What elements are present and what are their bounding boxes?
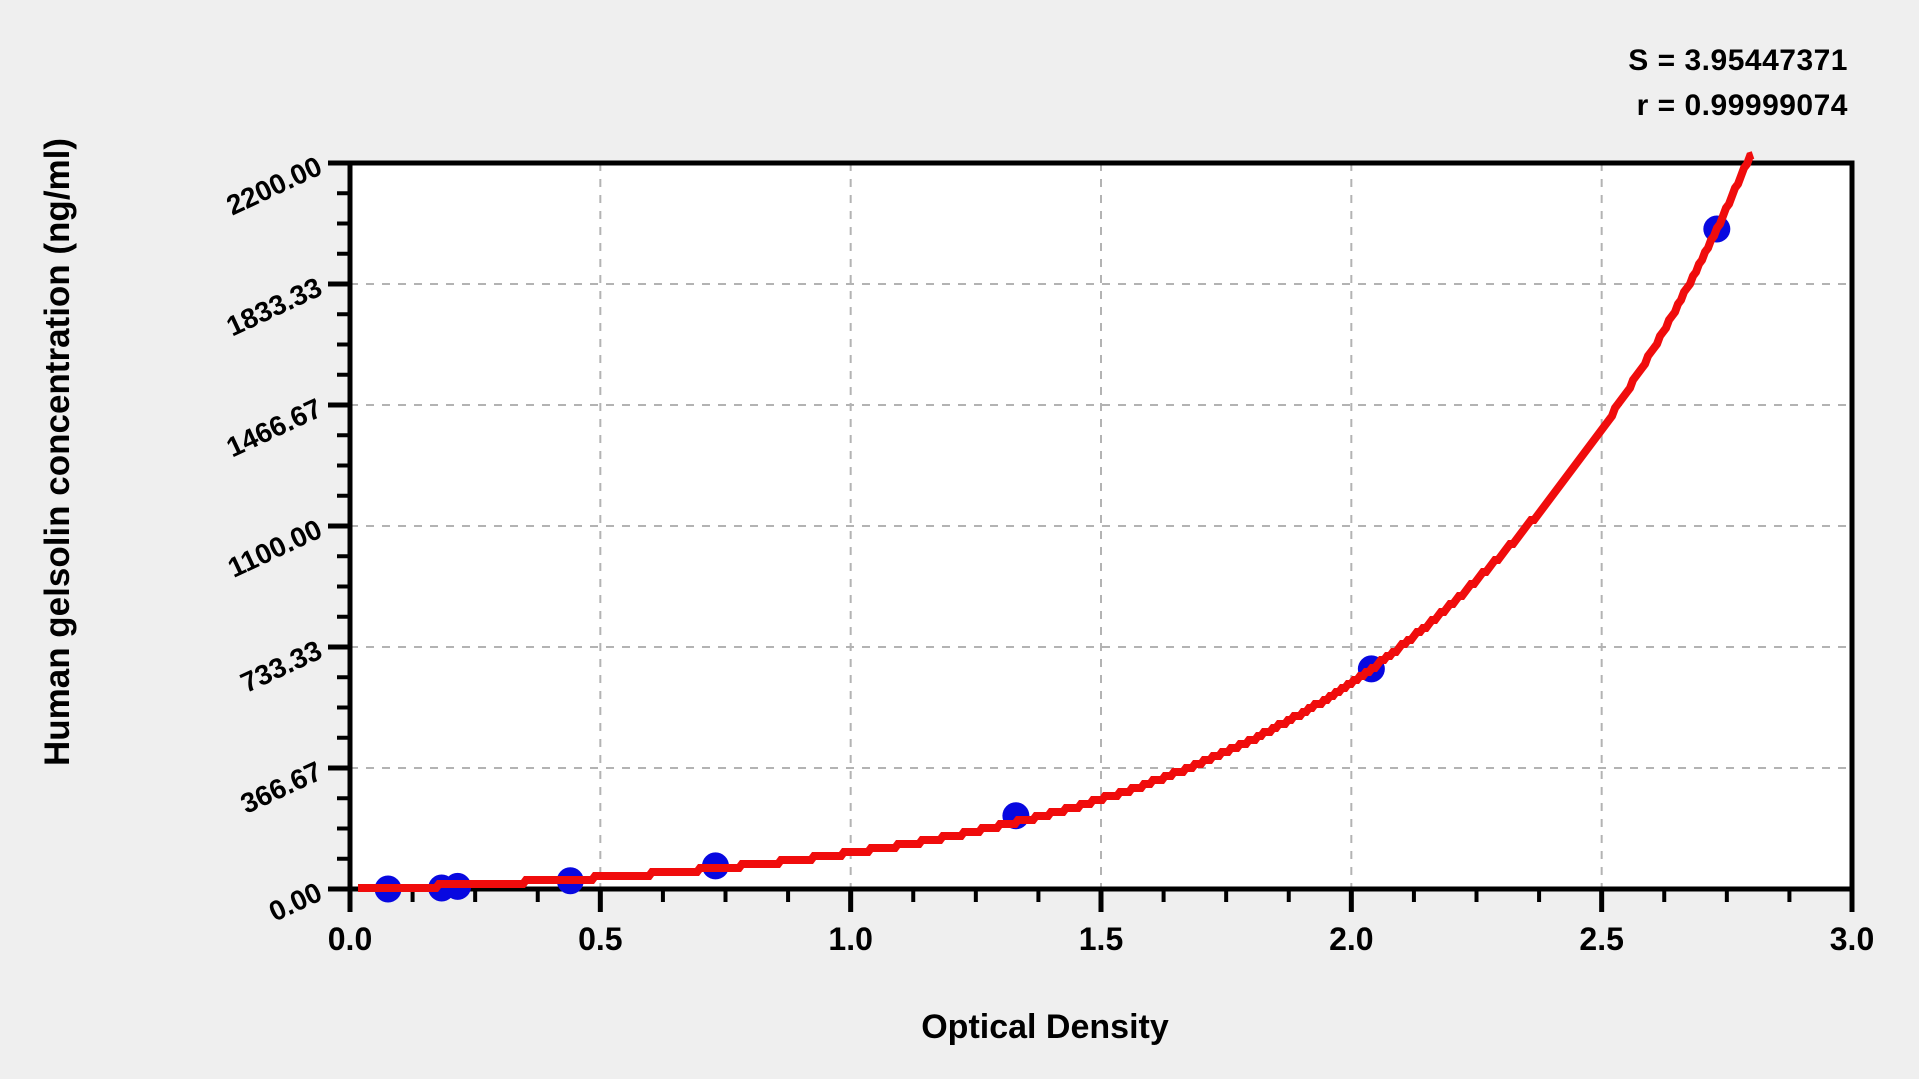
- y-tick-label: 1100.00: [223, 513, 326, 583]
- x-tick-label: 1.5: [1079, 921, 1123, 957]
- fit-statistics: S = 3.95447371 r = 0.99999074: [1628, 38, 1848, 128]
- x-axis-title: Optical Density: [921, 1008, 1169, 1046]
- y-tick-label: 0.00: [264, 876, 326, 927]
- x-tick-label: 1.0: [828, 921, 872, 957]
- x-tick-label: 0.0: [328, 921, 372, 957]
- y-tick-label: 733.33: [236, 634, 327, 698]
- y-tick-label: 1466.67: [222, 392, 327, 463]
- s-value: S = 3.95447371: [1628, 44, 1848, 77]
- r-value: r = 0.99999074: [1636, 89, 1848, 122]
- x-tick-label: 2.5: [1579, 921, 1623, 957]
- x-tick-label: 0.5: [578, 921, 622, 957]
- y-tick-label: 366.67: [236, 755, 327, 819]
- y-tick-label: 1833.33: [222, 271, 327, 342]
- fit-curve: [358, 151, 1755, 892]
- x-tick-label: 2.0: [1329, 921, 1373, 957]
- x-tick-label: 3.0: [1830, 921, 1874, 957]
- y-axis-title: Human gelsolin concentration (ng/ml): [38, 137, 77, 767]
- y-tick-label: 2200.00: [222, 150, 327, 221]
